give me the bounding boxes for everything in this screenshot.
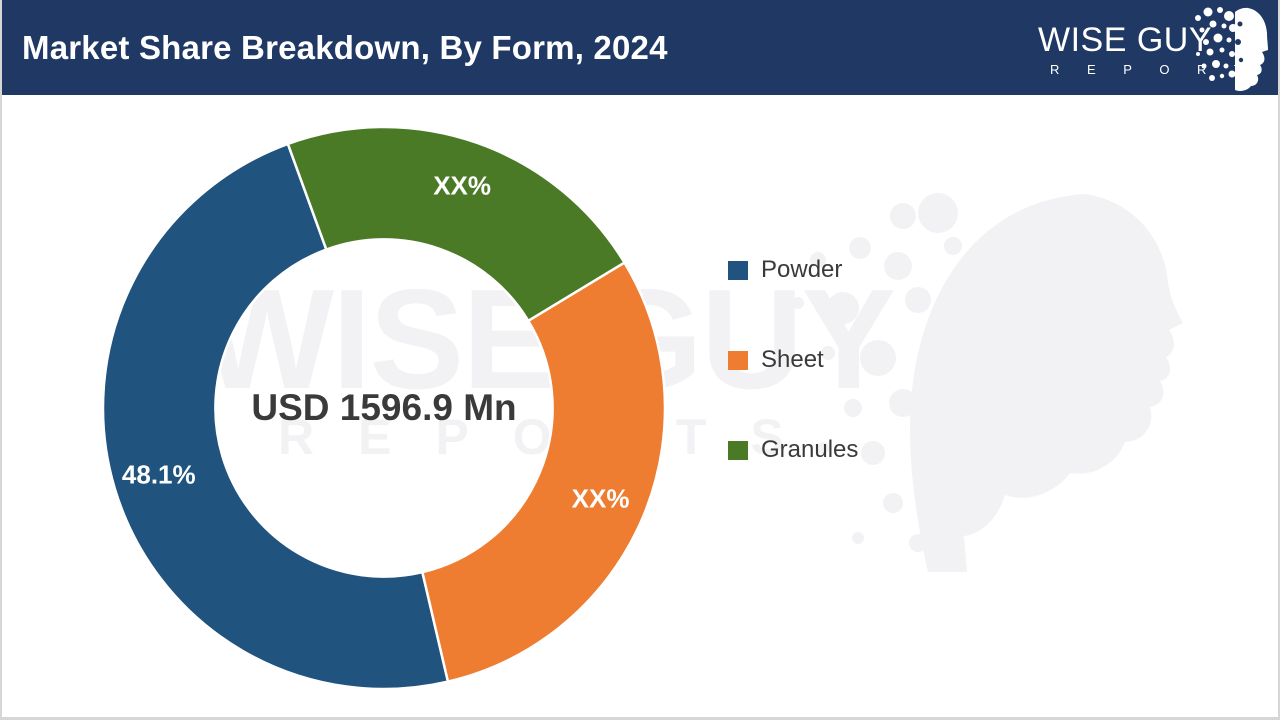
slice-granules <box>286 125 627 323</box>
slice-label-0: 48.1% <box>121 459 196 490</box>
logo-dots-icon <box>1195 7 1237 81</box>
legend-item-sheet: Sheet <box>728 346 858 374</box>
slice-sheet <box>420 260 667 684</box>
slice-label-1: XX% <box>571 483 630 514</box>
logo-face-dots-icon <box>1235 21 1244 63</box>
slice-powder <box>101 142 450 691</box>
page-title: Market Share Breakdown, By Form, 2024 <box>22 28 668 66</box>
donut-chart <box>101 125 667 691</box>
header-bar: Market Share Breakdown, By Form, 2024 WI… <box>0 0 1280 95</box>
logo-face-icon <box>1235 7 1268 91</box>
legend-item-powder: Powder <box>728 256 858 284</box>
legend-label-sheet: Sheet <box>761 346 824 373</box>
watermark-face-icon <box>792 193 1183 572</box>
legend-swatch-sheet <box>728 350 748 370</box>
legend-swatch-powder <box>728 260 748 280</box>
donut-center-value: USD 1596.9 Mn <box>251 387 517 428</box>
legend-label-powder: Powder <box>761 256 843 283</box>
logo-wordmark: WISE GUY <box>1038 21 1212 59</box>
brand-logo: WISE GUY R E P O R T S <box>1038 7 1268 91</box>
legend-label-granules: Granules <box>761 436 859 463</box>
legend: Powder Sheet Granules <box>728 256 858 526</box>
slice-label-2: XX% <box>433 170 492 201</box>
legend-swatch-granules <box>728 440 748 460</box>
legend-item-granules: Granules <box>728 436 858 464</box>
